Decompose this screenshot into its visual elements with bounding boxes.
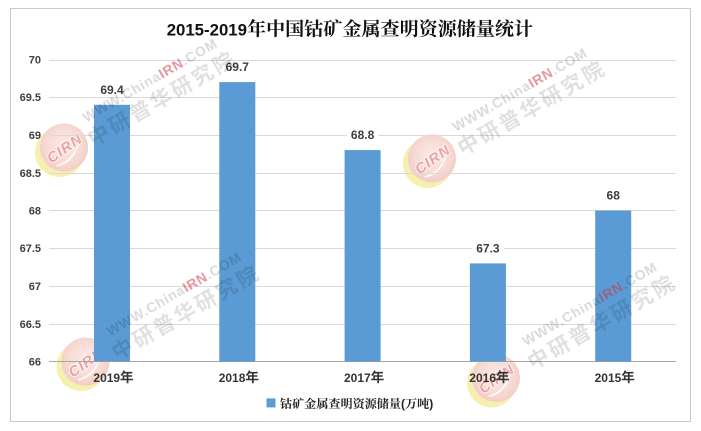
svg-text:69: 69 (29, 130, 41, 142)
svg-text:70: 70 (29, 55, 41, 67)
svg-text:): ) (429, 397, 433, 411)
svg-text:68: 68 (607, 189, 621, 203)
svg-text:2019: 2019 (93, 371, 120, 385)
svg-text:2018: 2018 (219, 371, 246, 385)
svg-text:67.3: 67.3 (476, 241, 500, 255)
svg-text:68: 68 (29, 206, 41, 218)
svg-text:2015-2019: 2015-2019 (167, 21, 247, 40)
svg-text:2015: 2015 (595, 371, 622, 385)
svg-text:66: 66 (29, 357, 41, 369)
svg-text:(: ( (401, 397, 405, 411)
svg-text:68.5: 68.5 (20, 168, 41, 180)
svg-text:2016: 2016 (469, 371, 496, 385)
svg-text:68.8: 68.8 (351, 128, 375, 142)
svg-text:2017: 2017 (344, 371, 371, 385)
svg-text:66.5: 66.5 (20, 319, 41, 331)
svg-text:67.5: 67.5 (20, 243, 41, 255)
svg-text:69.5: 69.5 (20, 92, 41, 104)
svg-text:67: 67 (29, 281, 41, 293)
svg-text:69.7: 69.7 (226, 60, 250, 74)
